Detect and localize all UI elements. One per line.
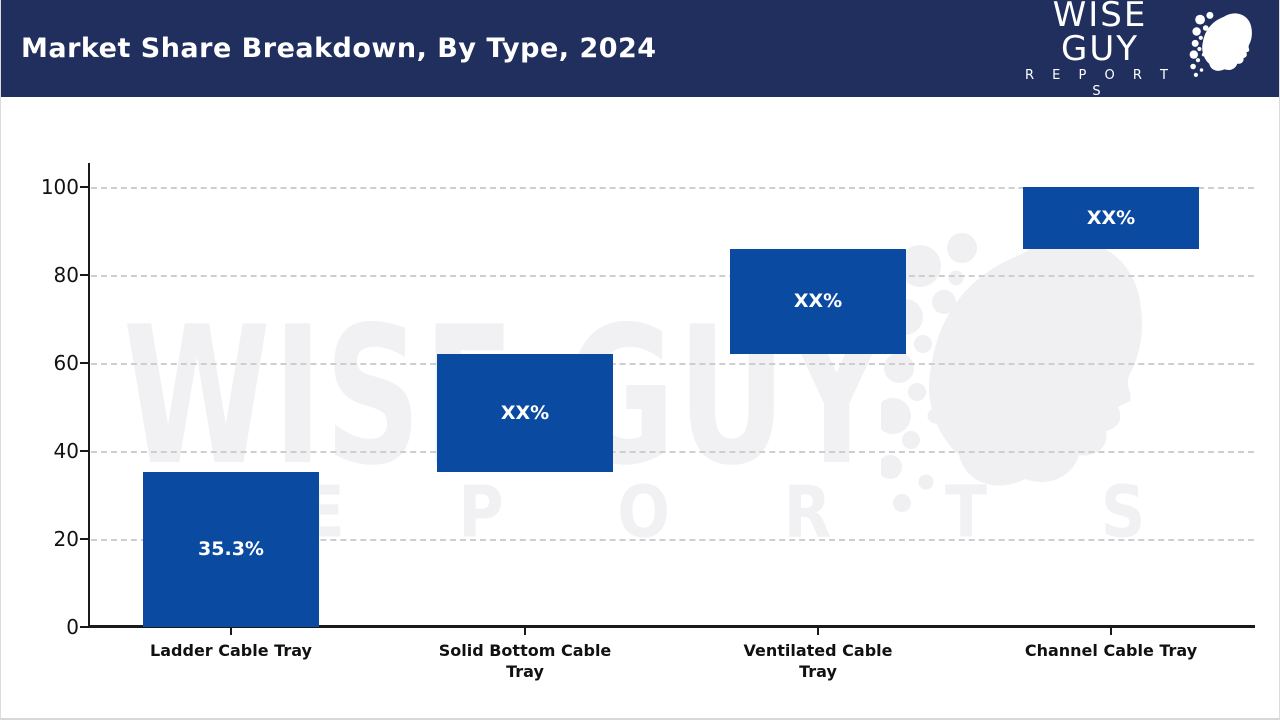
gridline (91, 451, 1254, 453)
gridline (91, 539, 1254, 541)
x-category-label: Ladder Cable Tray (150, 641, 312, 660)
y-tick-label: 80 (53, 263, 79, 287)
bar-value-label: XX% (793, 290, 843, 313)
waterfall-bar-segment: XX% (1023, 187, 1199, 249)
page-title: Market Share Breakdown, By Type, 2024 (21, 33, 657, 64)
y-tick-label: 100 (40, 175, 79, 199)
y-tick-mark (80, 626, 88, 628)
waterfall-bar-segment: 35.3% (143, 471, 319, 627)
title-banner: Market Share Breakdown, By Type, 2024 WI… (1, 0, 1279, 99)
gridline (91, 275, 1254, 277)
gridline (91, 187, 1254, 189)
logo-head-icon (1189, 11, 1252, 77)
waterfall-bar-segment: XX% (437, 354, 613, 472)
y-tick-label: 0 (66, 615, 79, 639)
y-tick-label: 20 (53, 527, 79, 551)
x-category-label: Ventilated Cable Tray (743, 641, 893, 681)
bar-value-label: 35.3% (198, 538, 264, 561)
waterfall-bar-segment: XX% (730, 248, 906, 355)
gridline (91, 363, 1254, 365)
y-tick-mark (80, 362, 88, 364)
x-tick-mark (524, 628, 526, 635)
bar-value-label: XX% (1086, 206, 1136, 229)
logo-wiseguy-text: WISE GUY (1052, 0, 1148, 69)
waterfall-chart: 0 20 40 60 80 100 35.3% XX% XX% XX% Ladder Cable… (1, 97, 1279, 718)
y-tick-mark (80, 274, 88, 276)
x-tick-mark (1110, 628, 1112, 635)
x-category-label: Channel Cable Tray (1024, 641, 1198, 660)
x-tick-mark (230, 628, 232, 635)
y-tick-mark (80, 450, 88, 452)
y-tick-label: 60 (53, 351, 79, 375)
bar-value-label: XX% (500, 401, 550, 424)
wise-guy-reports-logo: WISE GUY R E P O R T S (1013, 0, 1263, 99)
y-tick-label: 40 (53, 439, 79, 463)
y-tick-mark (80, 186, 88, 188)
logo-reports-text: R E P O R T S (1025, 67, 1175, 99)
x-category-label: Solid Bottom Cable Tray (438, 641, 612, 681)
x-axis-line (88, 625, 1255, 628)
y-axis-line (88, 163, 90, 627)
x-tick-mark (817, 628, 819, 635)
y-tick-mark (80, 538, 88, 540)
